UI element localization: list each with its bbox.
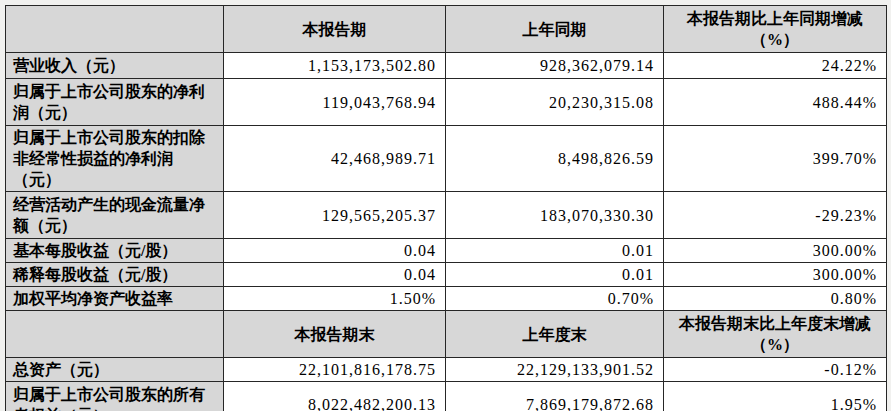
section1-header-current-period: 本报告期 bbox=[224, 6, 446, 53]
current-period-value: 1.50% bbox=[224, 287, 446, 311]
prior-period-value: 0.01 bbox=[446, 239, 664, 263]
section2-header-row: 本报告期末 上年度末 本报告期末比上年度末增减 （%） bbox=[6, 311, 887, 358]
table-row-net-profit: 归属于上市公司股东的净利 润（元） 119,043,768.94 20,230,… bbox=[6, 79, 887, 126]
change-percent-value: 300.00% bbox=[664, 263, 887, 287]
section2-header-end-of-period: 本报告期末 bbox=[224, 311, 446, 358]
change-percent-value: 0.80% bbox=[664, 287, 887, 311]
change-percent-value: 24.22% bbox=[664, 53, 887, 79]
change-percent-value: 488.44% bbox=[664, 79, 887, 126]
table-row-operating-cash-flow: 经营活动产生的现金流量净 额（元） 129,565,205.37 183,070… bbox=[6, 192, 887, 239]
current-period-value: 0.04 bbox=[224, 239, 446, 263]
current-period-value: 119,043,768.94 bbox=[224, 79, 446, 126]
section2-header-end-of-prior-year: 上年度末 bbox=[446, 311, 664, 358]
change-percent-value: 1.95% bbox=[664, 382, 887, 411]
table-row-shareholders-equity: 归属于上市公司股东的所有 者权益（元） 8,022,482,200.13 7,8… bbox=[6, 382, 887, 411]
table-row-weighted-avg-roe: 加权平均净资产收益率 1.50% 0.70% 0.80% bbox=[6, 287, 887, 311]
prior-period-value: 0.01 bbox=[446, 263, 664, 287]
current-period-value: 0.04 bbox=[224, 263, 446, 287]
prior-period-value: 928,362,079.14 bbox=[446, 53, 664, 79]
change-percent-value: -29.23% bbox=[664, 192, 887, 239]
prior-period-value: 7,869,179,872.68 bbox=[446, 382, 664, 411]
financial-report-page: 本报告期 上年同期 本报告期比上年同期增减 （%） 营业收入（元） 1,153,… bbox=[0, 0, 891, 411]
row-label-cell: 归属于上市公司股东的净利 润（元） bbox=[6, 79, 224, 126]
current-period-value: 1,153,173,502.80 bbox=[224, 53, 446, 79]
prior-period-value: 22,129,133,901.52 bbox=[446, 358, 664, 382]
section2-header-change-percent: 本报告期末比上年度末增减 （%） bbox=[664, 311, 887, 358]
row-label-cell: 归属于上市公司股东的扣除 非经常性损益的净利润 （元） bbox=[6, 126, 224, 192]
row-label-cell: 稀释每股收益（元/股） bbox=[6, 263, 224, 287]
section1-header-empty-cell bbox=[6, 6, 224, 53]
row-label-cell: 经营活动产生的现金流量净 额（元） bbox=[6, 192, 224, 239]
table-row-operating-revenue: 营业收入（元） 1,153,173,502.80 928,362,079.14 … bbox=[6, 53, 887, 79]
section1-header-change-percent: 本报告期比上年同期增减 （%） bbox=[664, 6, 887, 53]
current-period-value: 42,468,989.71 bbox=[224, 126, 446, 192]
table-row-diluted-eps: 稀释每股收益（元/股） 0.04 0.01 300.00% bbox=[6, 263, 887, 287]
change-percent-value: 300.00% bbox=[664, 239, 887, 263]
prior-period-value: 20,230,315.08 bbox=[446, 79, 664, 126]
prior-period-value: 8,498,826.59 bbox=[446, 126, 664, 192]
financial-summary-table: 本报告期 上年同期 本报告期比上年同期增减 （%） 营业收入（元） 1,153,… bbox=[5, 5, 887, 411]
current-period-value: 22,101,816,178.75 bbox=[224, 358, 446, 382]
row-label-cell: 总资产（元） bbox=[6, 358, 224, 382]
section1-header-prior-period: 上年同期 bbox=[446, 6, 664, 53]
change-percent-value: -0.12% bbox=[664, 358, 887, 382]
row-label-cell: 营业收入（元） bbox=[6, 53, 224, 79]
section2-header-empty-cell bbox=[6, 311, 224, 358]
row-label-cell: 基本每股收益（元/股） bbox=[6, 239, 224, 263]
row-label-cell: 归属于上市公司股东的所有 者权益（元） bbox=[6, 382, 224, 411]
current-period-value: 129,565,205.37 bbox=[224, 192, 446, 239]
change-percent-value: 399.70% bbox=[664, 126, 887, 192]
row-label-cell: 加权平均净资产收益率 bbox=[6, 287, 224, 311]
prior-period-value: 183,070,330.30 bbox=[446, 192, 664, 239]
section1-header-row: 本报告期 上年同期 本报告期比上年同期增减 （%） bbox=[6, 6, 887, 53]
table-row-total-assets: 总资产（元） 22,101,816,178.75 22,129,133,901.… bbox=[6, 358, 887, 382]
table-row-basic-eps: 基本每股收益（元/股） 0.04 0.01 300.00% bbox=[6, 239, 887, 263]
prior-period-value: 0.70% bbox=[446, 287, 664, 311]
current-period-value: 8,022,482,200.13 bbox=[224, 382, 446, 411]
table-row-net-profit-excl-nonrecurring: 归属于上市公司股东的扣除 非经常性损益的净利润 （元） 42,468,989.7… bbox=[6, 126, 887, 192]
